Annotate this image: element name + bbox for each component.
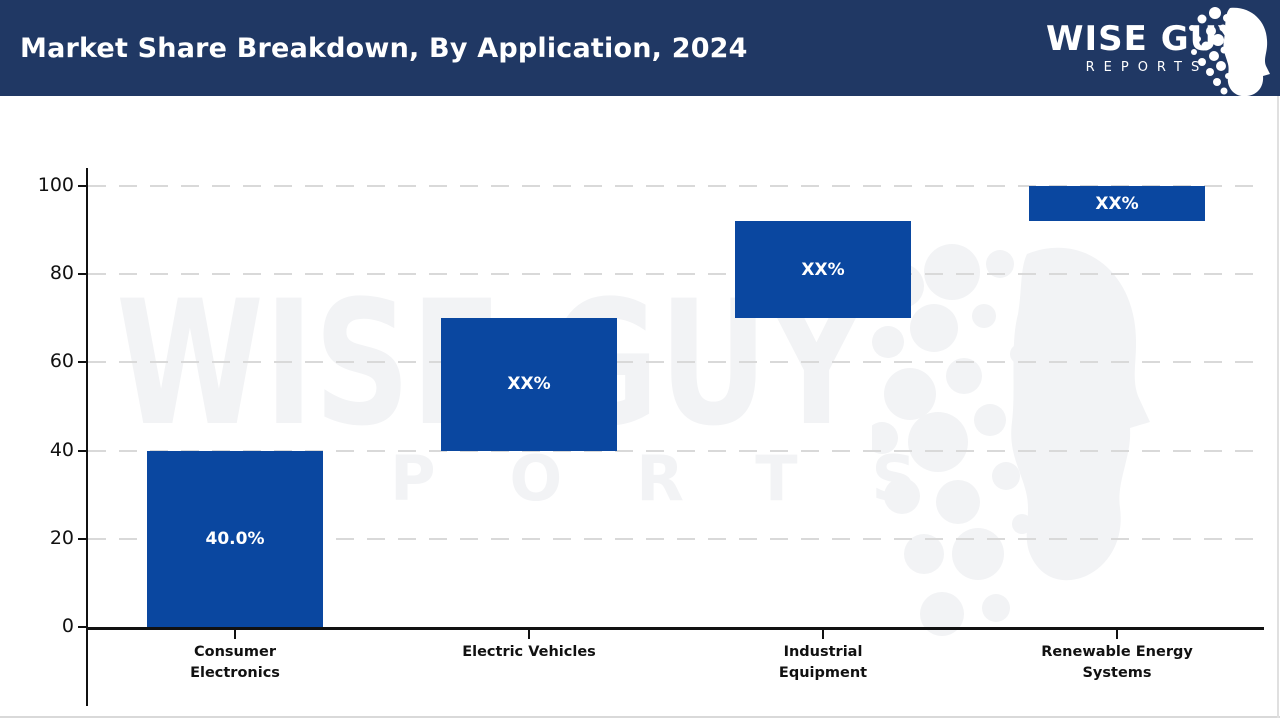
y-tick-mark: [78, 449, 86, 452]
x-tick-mark: [528, 630, 530, 639]
y-gridline: [88, 361, 1264, 364]
bar: XX%: [1029, 186, 1205, 222]
bar: XX%: [441, 318, 617, 451]
x-category-label-line: Equipment: [778, 665, 868, 682]
x-tick-mark: [234, 630, 236, 639]
y-tick-label: 80: [49, 262, 74, 285]
bar-value-label: XX%: [1095, 193, 1139, 214]
y-gridline: [88, 449, 1264, 452]
x-category-label: Renewable Energy Systems: [997, 642, 1237, 684]
wiseguy-head-icon: [1189, 7, 1270, 97]
x-category-label-line: Industrial: [783, 644, 863, 660]
logo-subtitle: REPORTS: [1085, 60, 1209, 75]
bar-value-label: 40.0%: [205, 528, 265, 549]
y-tick-mark: [78, 273, 86, 276]
y-tick-mark: [78, 537, 86, 540]
wiseguy-logo: WISE GUY REPORTS: [1020, 4, 1270, 97]
bar-value-label: XX%: [801, 259, 845, 280]
x-tick-mark: [1116, 630, 1118, 639]
header-bar: Market Share Breakdown, By Application, …: [0, 0, 1280, 97]
y-gridline: [88, 273, 1264, 276]
x-category-label-line: Electronics: [190, 665, 280, 682]
y-gridline: [88, 537, 1264, 540]
y-tick-mark: [78, 626, 86, 628]
x-category-label-line: Electric Vehicles: [462, 644, 596, 660]
y-tick-mark: [78, 361, 86, 364]
chart-area: WISE GUY REPORTS 0 20 40 60 80 100 40.0% Consum…: [0, 96, 1280, 720]
x-category-label-line: Consumer: [194, 644, 276, 660]
y-tick-label: 100: [37, 174, 74, 196]
x-category-label: Electric Vehicles: [409, 642, 649, 663]
x-category-label: Consumer Electronics: [115, 642, 355, 684]
y-tick-mark: [78, 185, 86, 187]
bar-value-label: XX%: [507, 374, 551, 395]
bar: XX%: [735, 221, 911, 319]
x-category-label: Industrial Equipment: [703, 642, 943, 684]
y-tick-label: 60: [49, 350, 74, 373]
x-category-label-line: Renewable Energy: [1041, 644, 1193, 660]
chart-title: Market Share Breakdown, By Application, …: [20, 32, 748, 64]
x-category-label-line: Systems: [1082, 665, 1152, 682]
bar: 40.0%: [147, 450, 323, 627]
y-gridline: [88, 185, 1264, 187]
y-tick-label: 40: [49, 438, 74, 461]
y-axis-line: [86, 168, 88, 706]
right-border-line: [1277, 96, 1279, 718]
x-tick-mark: [822, 630, 824, 639]
y-tick-label: 0: [61, 615, 74, 637]
x-axis-line: [86, 627, 1264, 630]
y-tick-label: 20: [49, 526, 74, 549]
bottom-border-line: [0, 716, 1280, 718]
